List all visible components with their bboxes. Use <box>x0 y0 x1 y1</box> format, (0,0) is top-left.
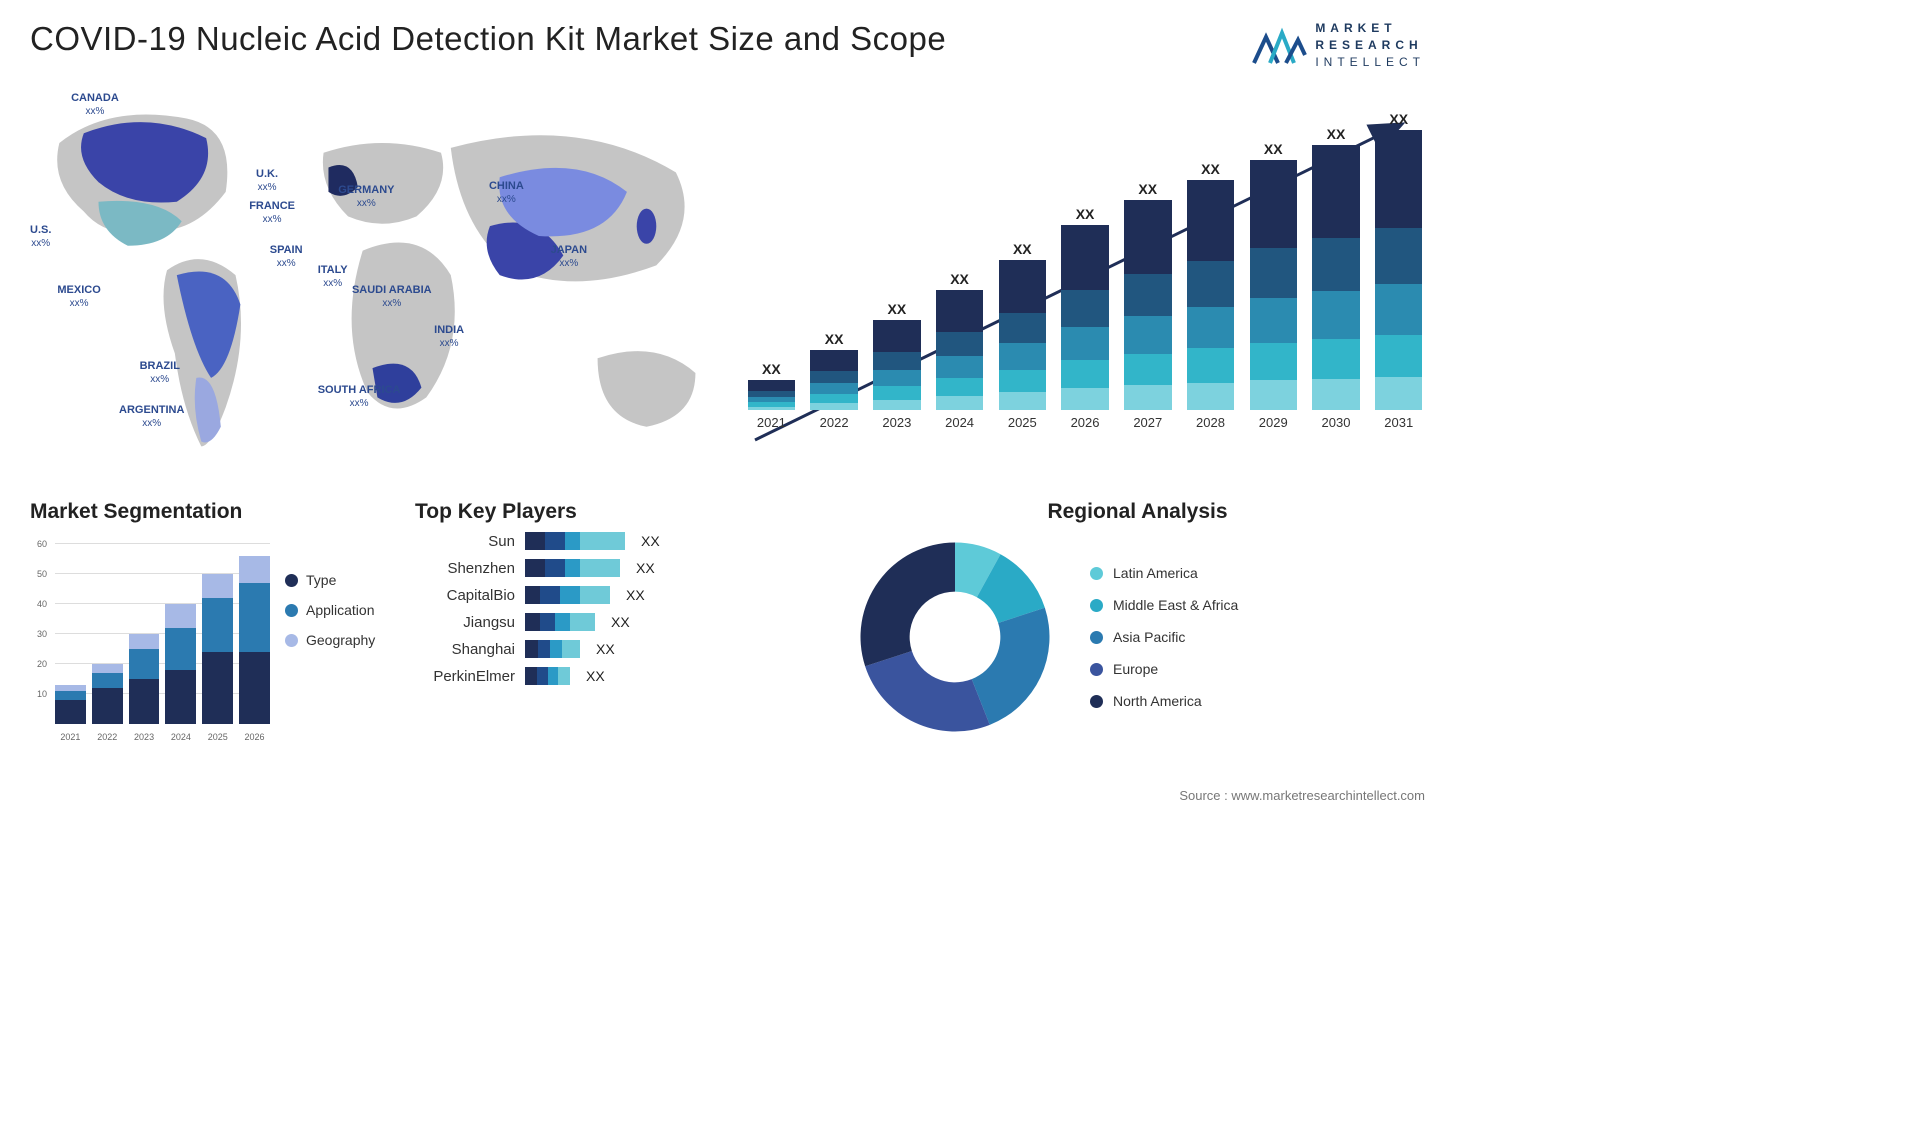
logo-line1: MARKET <box>1315 20 1425 37</box>
growth-xlabel: 2027 <box>1133 415 1162 430</box>
donut-slice <box>865 651 990 731</box>
growth-bar-value: XX <box>1201 161 1220 177</box>
growth-xlabel: 2022 <box>820 415 849 430</box>
player-value: XX <box>586 668 605 684</box>
growth-bar-value: XX <box>762 361 781 377</box>
player-row: Shanghai XX <box>415 640 835 658</box>
player-row: Sun XX <box>415 532 835 550</box>
player-label: Jiangsu <box>415 614 515 631</box>
segmentation-legend: Type Application Geography <box>285 532 375 742</box>
region-legend-item: Asia Pacific <box>1090 629 1238 645</box>
growth-bar: XX 2021 <box>745 361 798 430</box>
source-attribution: Source : www.marketresearchintellect.com <box>30 788 1425 803</box>
growth-bar: XX 2023 <box>870 301 923 430</box>
growth-xlabel: 2026 <box>1071 415 1100 430</box>
brand-logo: MARKET RESEARCH INTELLECT <box>1252 20 1425 70</box>
regional-legend: Latin America Middle East & Africa Asia Pa… <box>1090 565 1238 709</box>
seg-bar <box>55 685 86 724</box>
player-row: CapitalBio XX <box>415 586 835 604</box>
growth-xlabel: 2030 <box>1322 415 1351 430</box>
regional-donut-chart <box>850 532 1060 742</box>
world-map <box>30 80 715 480</box>
logo-line3: INTELLECT <box>1315 54 1425 71</box>
donut-slice <box>972 608 1050 725</box>
seg-bar <box>239 556 270 724</box>
donut-slice <box>861 543 956 667</box>
growth-bar-value: XX <box>1138 181 1157 197</box>
growth-bar-value: XX <box>1013 241 1032 257</box>
seg-bar <box>92 664 123 724</box>
growth-xlabel: 2028 <box>1196 415 1225 430</box>
seg-bar <box>202 574 233 724</box>
players-panel: Top Key Players SunXXShenzhenXXCapitalBi… <box>415 500 835 780</box>
logo-icon <box>1252 25 1307 65</box>
player-label: Shanghai <box>415 641 515 658</box>
growth-bar: XX 2022 <box>808 331 861 430</box>
growth-bar-value: XX <box>825 331 844 347</box>
player-row: Shenzhen XX <box>415 559 835 577</box>
region-legend-item: Latin America <box>1090 565 1238 581</box>
growth-bar-value: XX <box>1327 126 1346 142</box>
seg-bar <box>129 634 160 724</box>
seg-legend-item: Application <box>285 602 375 618</box>
page-title: COVID-19 Nucleic Acid Detection Kit Mark… <box>30 20 946 58</box>
growth-bar: XX 2025 <box>996 241 1049 430</box>
growth-bar-value: XX <box>887 301 906 317</box>
seg-legend-item: Type <box>285 572 375 588</box>
growth-bar: XX 2027 <box>1121 181 1174 430</box>
player-label: PerkinElmer <box>415 668 515 685</box>
regional-panel: Regional Analysis Latin AmericaMiddle Ea… <box>850 500 1425 780</box>
growth-xlabel: 2031 <box>1384 415 1413 430</box>
growth-bar: XX 2024 <box>933 271 986 430</box>
segmentation-title: Market Segmentation <box>30 500 400 524</box>
player-label: Sun <box>415 533 515 550</box>
region-legend-item: Europe <box>1090 661 1238 677</box>
growth-bar: XX 2028 <box>1184 161 1237 430</box>
player-value: XX <box>641 533 660 549</box>
growth-bar: XX 2030 <box>1310 126 1363 430</box>
growth-bar: XX 2029 <box>1247 141 1300 430</box>
growth-xlabel: 2025 <box>1008 415 1037 430</box>
player-value: XX <box>596 641 615 657</box>
growth-xlabel: 2024 <box>945 415 974 430</box>
player-row: Jiangsu XX <box>415 613 835 631</box>
segmentation-panel: Market Segmentation 102030405060 2021202… <box>30 500 400 780</box>
region-legend-item: North America <box>1090 693 1238 709</box>
player-label: CapitalBio <box>415 587 515 604</box>
player-label: Shenzhen <box>415 560 515 577</box>
growth-bar-value: XX <box>1076 206 1095 222</box>
growth-bar: XX 2031 <box>1372 111 1425 430</box>
growth-bar-value: XX <box>1389 111 1408 127</box>
growth-bar-value: XX <box>950 271 969 287</box>
growth-bar-value: XX <box>1264 141 1283 157</box>
player-value: XX <box>626 587 645 603</box>
world-map-panel: CANADAxx%U.S.xx%MEXICOxx%BRAZILxx%ARGENT… <box>30 80 715 480</box>
player-value: XX <box>611 614 630 630</box>
growth-chart-panel: XX 2021 XX 2022 XX 2023 XX 2024 XX 2025 XX 2026 XX 20… <box>745 80 1425 480</box>
seg-bar <box>165 604 196 724</box>
growth-xlabel: 2023 <box>882 415 911 430</box>
growth-xlabel: 2021 <box>757 415 786 430</box>
segmentation-chart: 102030405060 202120222023202420252026 <box>30 532 270 742</box>
region-legend-item: Middle East & Africa <box>1090 597 1238 613</box>
player-row: PerkinElmer XX <box>415 667 835 685</box>
growth-xlabel: 2029 <box>1259 415 1288 430</box>
seg-legend-item: Geography <box>285 632 375 648</box>
player-value: XX <box>636 560 655 576</box>
growth-bar: XX 2026 <box>1059 206 1112 430</box>
logo-line2: RESEARCH <box>1315 37 1425 54</box>
